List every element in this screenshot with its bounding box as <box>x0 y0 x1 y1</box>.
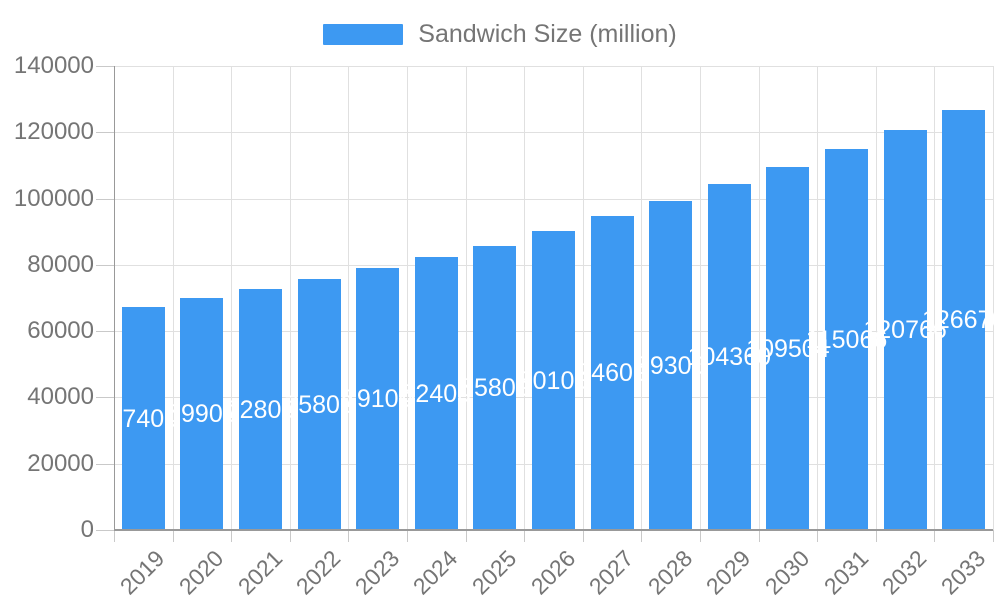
bar-value-label: 126670 <box>921 306 1000 334</box>
y-axis-label: 60000 <box>27 317 94 345</box>
y-axis-label: 120000 <box>13 118 94 146</box>
x-gridline <box>817 66 819 530</box>
x-tick-mark <box>231 530 233 542</box>
y-axis-label: 140000 <box>13 52 94 79</box>
x-tick-mark <box>817 530 819 542</box>
bar-value-label: 104360 <box>687 343 772 371</box>
y-tick-mark <box>96 198 114 200</box>
y-tick-mark <box>96 463 114 465</box>
y-axis-label: 40000 <box>27 383 94 411</box>
x-tick-mark <box>875 530 877 542</box>
legend-swatch <box>323 24 404 45</box>
x-axis-label-2019: 2019 <box>115 545 170 600</box>
y-axis-label: 20000 <box>27 449 94 477</box>
x-tick-mark <box>758 530 760 542</box>
bar-2022[interactable] <box>297 279 341 530</box>
bar-value-label: 85800 <box>460 374 530 402</box>
x-gridline <box>993 66 994 530</box>
legend-item-sandwich-size[interactable]: Sandwich Size (million) <box>323 20 677 49</box>
x-gridline <box>348 66 350 530</box>
x-tick-mark <box>114 530 115 542</box>
bar-value-label: 94600 <box>577 359 647 387</box>
bar-2030[interactable] <box>766 167 810 530</box>
bar-2029[interactable] <box>707 184 751 530</box>
x-tick-mark <box>700 530 701 542</box>
legend-label: Sandwich Size (million) <box>418 20 677 48</box>
x-gridline <box>407 66 408 530</box>
y-tick-mark <box>96 331 114 333</box>
y-gridline <box>114 198 993 200</box>
x-tick-mark <box>289 530 291 542</box>
x-gridline <box>289 66 291 530</box>
bar-2032[interactable] <box>883 130 927 530</box>
bar-value-label: 82400 <box>401 379 472 408</box>
bar-2031[interactable] <box>825 149 868 530</box>
bar-value-label: 79100 <box>342 385 413 413</box>
x-gridline <box>934 66 936 530</box>
y-axis-label: 80000 <box>27 250 94 278</box>
x-gridline <box>172 66 174 530</box>
bar-value-label: 75800 <box>284 390 354 419</box>
bar-2019[interactable] <box>121 307 165 530</box>
bar-2024[interactable] <box>414 257 458 530</box>
x-tick-mark <box>993 530 994 542</box>
x-tick-mark <box>348 530 350 542</box>
bar-2026[interactable] <box>532 231 575 530</box>
x-gridline <box>758 66 760 530</box>
bar-value-label: 72800 <box>225 395 296 424</box>
bar-value-label: 99300 <box>635 351 706 380</box>
bar-2027[interactable] <box>590 216 634 530</box>
x-tick-mark <box>172 530 174 542</box>
y-tick-mark <box>96 66 114 67</box>
y-gridline <box>114 132 993 134</box>
bar-value-label: 115066 <box>805 325 888 354</box>
x-gridline <box>875 66 877 530</box>
y-tick-mark <box>96 397 114 399</box>
y-axis-label: 100000 <box>13 184 94 212</box>
bar-2021[interactable] <box>239 289 282 530</box>
bar-2020[interactable] <box>180 298 224 530</box>
bar-value-label: 69900 <box>167 400 237 428</box>
x-tick-mark <box>524 530 526 542</box>
x-tick-mark <box>934 530 936 542</box>
x-tick-mark <box>582 530 584 542</box>
y-tick-mark <box>96 264 114 266</box>
y-gridline <box>114 66 993 67</box>
bar-value-label: 109504 <box>746 334 830 363</box>
y-tick-mark <box>96 132 114 134</box>
x-gridline <box>465 66 467 530</box>
y-axis-line <box>114 66 115 530</box>
bar-2028[interactable] <box>649 201 693 530</box>
y-axis-label: 0 <box>80 516 94 543</box>
bar-value-label: 90100 <box>518 366 589 395</box>
bar-2033[interactable] <box>942 110 986 530</box>
x-gridline <box>524 66 526 530</box>
x-gridline <box>700 66 701 530</box>
bar-value-label: 67400 <box>108 404 179 433</box>
x-gridline <box>641 66 643 530</box>
bar-2023[interactable] <box>356 268 400 530</box>
x-gridline <box>582 66 584 530</box>
x-gridline <box>231 66 233 530</box>
x-tick-mark <box>465 530 467 542</box>
bar-2025[interactable] <box>473 246 517 530</box>
x-tick-mark <box>407 530 408 542</box>
bar-value-label: 120766 <box>863 316 947 344</box>
x-axis-line <box>114 529 993 531</box>
legend: Sandwich Size (million) <box>0 20 1000 49</box>
y-tick-mark <box>96 530 114 531</box>
x-tick-mark <box>641 530 643 542</box>
